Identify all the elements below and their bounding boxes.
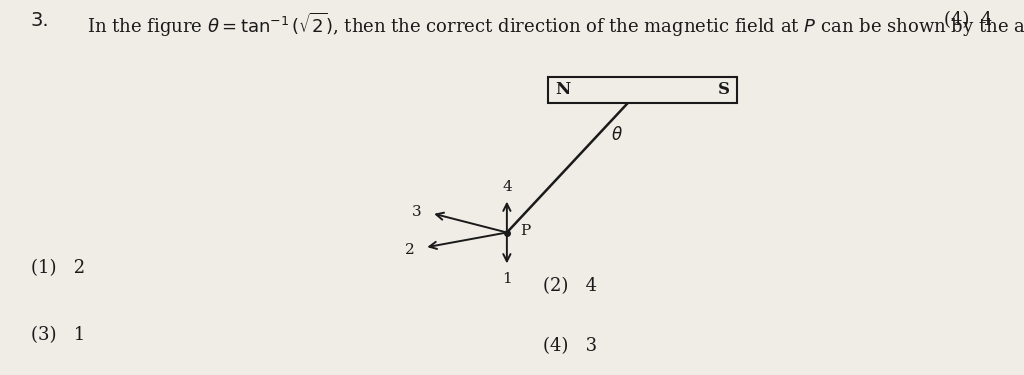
- Text: N: N: [555, 81, 570, 98]
- Text: In the figure $\theta = \tan^{-1}(\sqrt{2})$, then the correct direction of the : In the figure $\theta = \tan^{-1}(\sqrt{…: [87, 11, 1024, 39]
- Text: 3: 3: [412, 205, 421, 219]
- FancyBboxPatch shape: [548, 77, 737, 103]
- Text: (4)   3: (4) 3: [543, 338, 597, 356]
- Text: (4)  4: (4) 4: [943, 11, 992, 29]
- Text: (1)   2: (1) 2: [31, 259, 85, 277]
- Text: 1: 1: [502, 272, 512, 286]
- Text: 2: 2: [404, 243, 415, 257]
- Text: $\theta$: $\theta$: [611, 126, 624, 144]
- Text: S: S: [718, 81, 730, 98]
- Text: P: P: [520, 224, 530, 238]
- Text: (3)   1: (3) 1: [31, 326, 85, 344]
- Text: (2)   4: (2) 4: [543, 278, 597, 296]
- Text: 4: 4: [502, 180, 512, 194]
- Text: 3.: 3.: [31, 11, 49, 30]
